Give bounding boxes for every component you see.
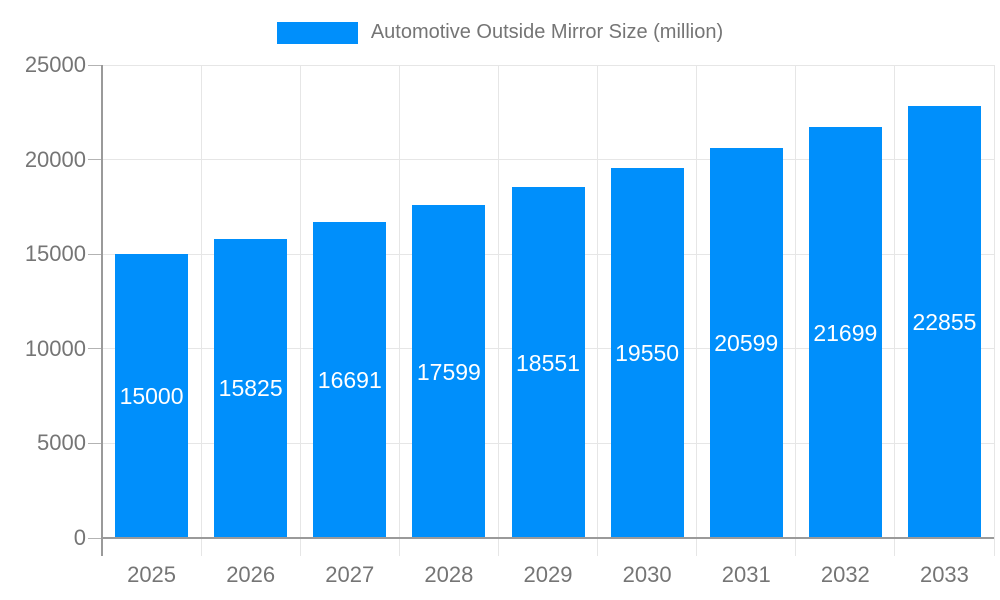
- x-axis-line: [102, 537, 994, 539]
- bar[interactable]: [313, 222, 387, 537]
- x-gridline: [894, 65, 896, 556]
- y-axis-tick: [88, 253, 102, 255]
- bar[interactable]: [412, 205, 486, 537]
- x-gridline: [993, 65, 995, 556]
- bar[interactable]: [610, 168, 684, 537]
- y-axis-tick: [88, 159, 102, 161]
- y-axis-label: 15000: [24, 241, 86, 267]
- y-axis-tick: [88, 442, 102, 444]
- y-axis-label: 20000: [24, 146, 86, 172]
- x-axis-label: 2025: [127, 562, 177, 587]
- chart-legend: Automotive Outside Mirror Size (million): [0, 21, 1000, 44]
- y-axis-tick: [88, 537, 102, 539]
- y-axis-label: 5000: [37, 430, 86, 456]
- x-gridline: [795, 65, 797, 556]
- x-axis-label: 2030: [622, 562, 672, 587]
- x-gridline: [497, 65, 499, 556]
- bar[interactable]: [511, 187, 585, 537]
- y-axis-tick: [88, 348, 102, 350]
- x-gridline: [696, 65, 698, 556]
- y-gridline: [102, 159, 994, 161]
- x-axis-label: 2028: [424, 562, 474, 587]
- x-axis-label: 2031: [721, 562, 771, 587]
- legend-swatch-icon: [276, 21, 358, 44]
- y-axis-label: 10000: [24, 335, 86, 361]
- bar[interactable]: [907, 105, 981, 537]
- x-axis-label: 2032: [820, 562, 870, 587]
- y-axis-label: 25000: [24, 52, 86, 77]
- legend-item[interactable]: Automotive Outside Mirror Size (million): [276, 21, 724, 44]
- x-axis-label: 2029: [523, 562, 573, 587]
- x-gridline: [597, 65, 599, 556]
- y-axis-tick: [88, 64, 102, 66]
- x-axis-label: 2033: [919, 562, 969, 587]
- y-axis-label: 0: [73, 525, 86, 550]
- x-axis-label: 2026: [226, 562, 276, 587]
- bar[interactable]: [115, 254, 189, 537]
- y-axis-line: [101, 65, 103, 556]
- bar[interactable]: [709, 148, 783, 537]
- x-axis-label: 2027: [325, 562, 375, 587]
- x-gridline: [299, 65, 301, 556]
- x-gridline: [200, 65, 202, 556]
- bar[interactable]: [214, 238, 288, 537]
- bar[interactable]: [808, 127, 882, 537]
- legend-label: Automotive Outside Mirror Size (million): [370, 21, 724, 43]
- y-gridline: [102, 64, 994, 66]
- x-gridline: [398, 65, 400, 556]
